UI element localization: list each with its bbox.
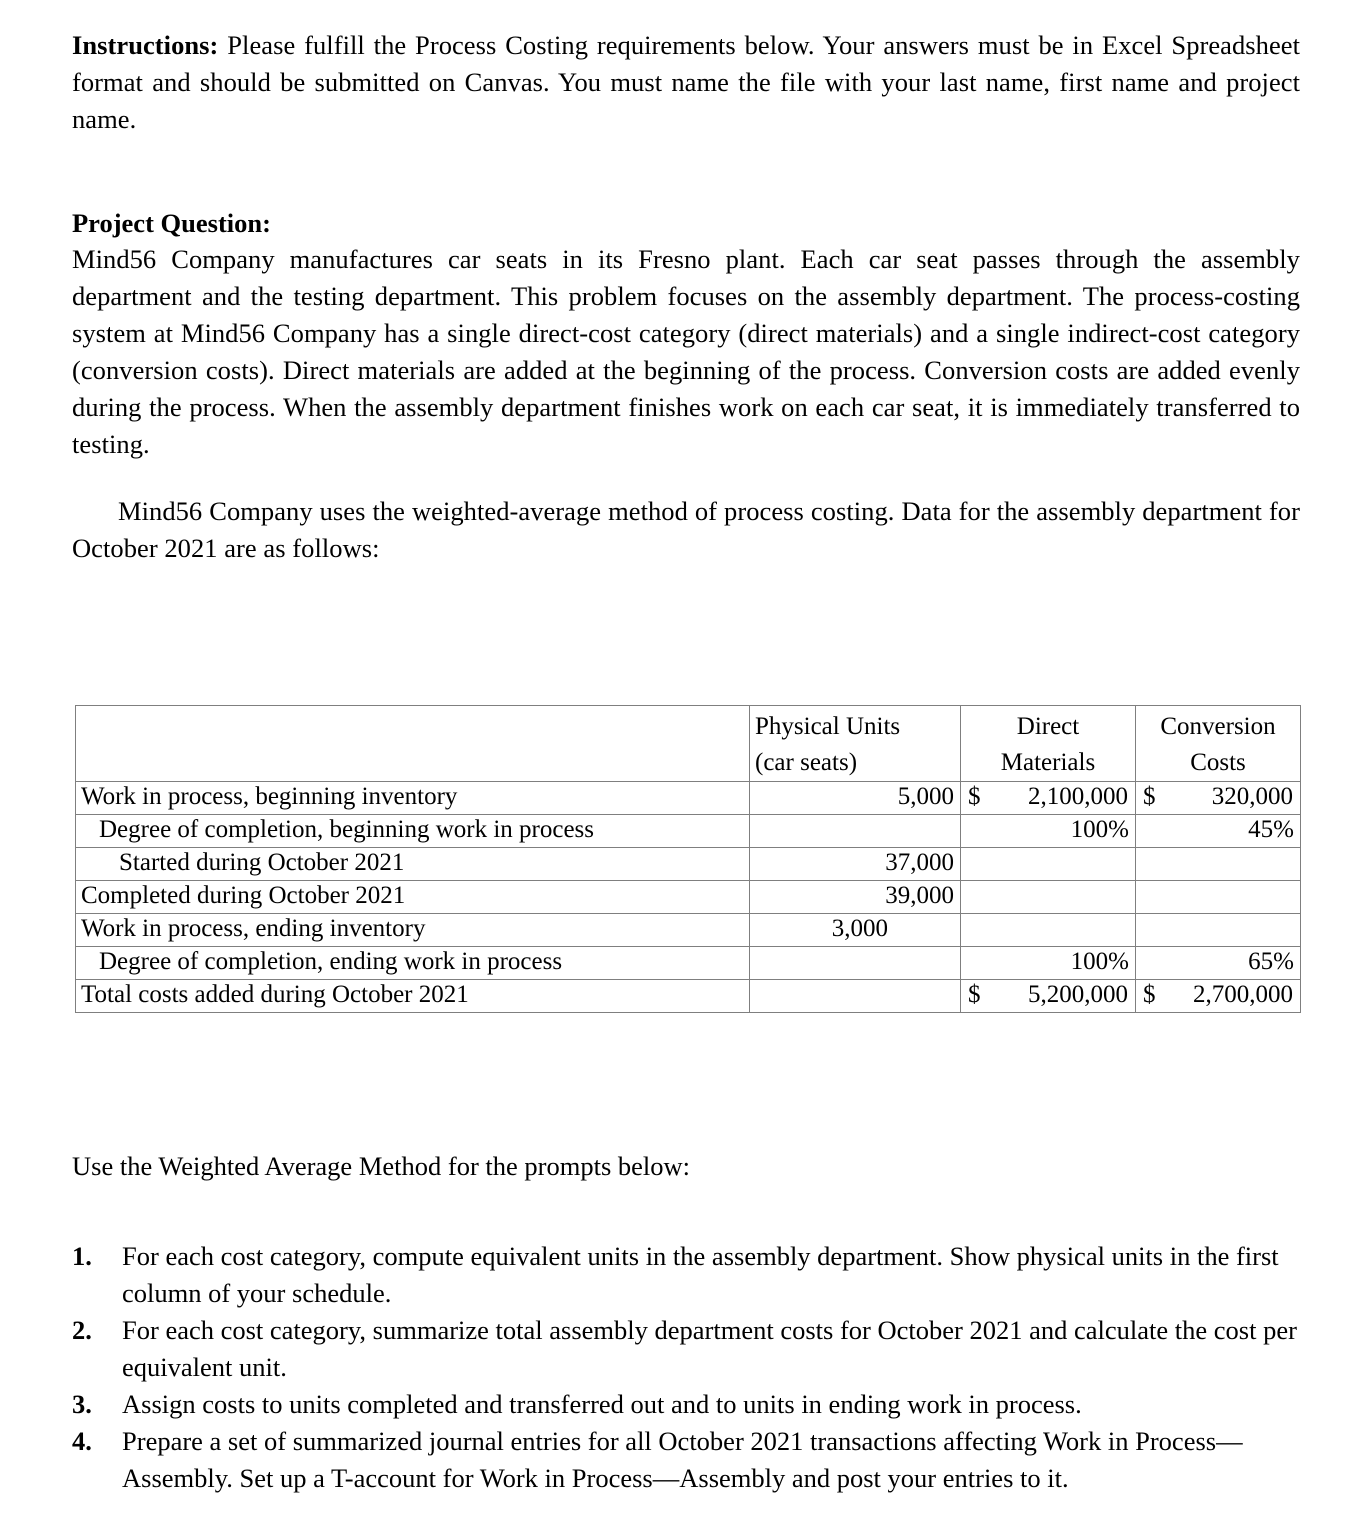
row-conversion-costs [1135,847,1301,881]
row-label: Degree of completion, ending work in pro… [75,946,750,980]
row-label: Total costs added during October 2021 [75,979,750,1013]
list-item-text: Assign costs to units completed and tran… [122,1389,1082,1419]
amount-value: 2,100,000 [1028,783,1128,810]
row-direct-materials [960,880,1136,914]
list-item-text: Prepare a set of summarized journal entr… [122,1426,1243,1493]
currency-symbol: $ [1143,783,1156,810]
row-conversion-costs: 45% [1135,814,1301,848]
header-conversion-costs-line2: Costs [1190,749,1246,776]
table-row: Total costs added during October 2021 $5,… [75,979,1301,1013]
header-physical-units-line2: (car seats) [755,749,858,776]
header-direct-materials-line1: Direct [1016,713,1080,740]
amount-value: 2,700,000 [1193,981,1293,1008]
list-item-text: For each cost category, compute equivale… [122,1241,1279,1308]
header-label-column [75,705,750,782]
row-physical-units [749,946,961,980]
row-physical-units [749,814,961,848]
currency-symbol: $ [968,783,981,810]
currency-symbol: $ [1143,981,1156,1008]
row-direct-materials [960,913,1136,947]
row-conversion-costs: $2,700,000 [1135,979,1301,1013]
instructions-label: Instructions: [72,30,219,60]
table-body: Work in process, beginning inventory 5,00… [75,781,1301,1013]
row-direct-materials: $5,200,000 [960,979,1136,1013]
table-row: Completed during October 2021 39,000 [75,880,1301,914]
header-conversion-costs: Conversion Costs [1135,705,1301,782]
row-direct-materials: 100% [960,946,1136,980]
table-row: Started during October 2021 37,000 [75,847,1301,881]
list-item: 3. Assign costs to units completed and tr… [72,1386,1300,1423]
amount-value: 5,200,000 [1028,981,1128,1008]
header-physical-units: Physical Units (car seats) [749,705,961,782]
instructions-paragraph: Instructions: Please fulfill the Process… [72,27,1300,138]
currency-symbol: $ [968,981,981,1008]
table-row: Work in process, ending inventory 3,000 [75,913,1301,947]
row-physical-units: 39,000 [749,880,961,914]
row-physical-units: 5,000 [749,781,961,815]
list-marker: 3. [72,1389,92,1419]
amount-value: 320,000 [1211,783,1293,810]
row-label: Completed during October 2021 [75,880,750,914]
row-direct-materials: $2,100,000 [960,781,1136,815]
table-row: Work in process, beginning inventory 5,00… [75,781,1301,815]
prompt-list: 1. For each cost category, compute equiva… [72,1238,1300,1497]
process-costing-data-table: Physical Units (car seats) Direct Materi… [75,705,1301,1013]
header-conversion-costs-line1: Conversion [1160,713,1276,740]
row-conversion-costs: $320,000 [1135,781,1301,815]
header-physical-units-line1: Physical Units [755,713,901,740]
header-direct-materials-line2: Materials [1000,749,1096,776]
row-label: Work in process, beginning inventory [75,781,750,815]
list-item: 2. For each cost category, summarize tota… [72,1312,1300,1386]
row-direct-materials [960,847,1136,881]
project-question-paragraph-1: Mind56 Company manufactures car seats in… [72,244,1300,459]
row-conversion-costs: 65% [1135,946,1301,980]
table-row: Degree of completion, ending work in pro… [75,946,1301,980]
row-label: Degree of completion, beginning work in … [75,814,750,848]
list-item-text: For each cost category, summarize total … [122,1315,1297,1382]
instructions-text: Please fulfill the Process Costing requi… [72,30,1300,134]
row-label: Work in process, ending inventory [75,913,750,947]
table-row: Degree of completion, beginning work in … [75,814,1301,848]
row-conversion-costs [1135,880,1301,914]
closing-instruction-line: Use the Weighted Average Method for the … [72,1151,691,1181]
project-question-heading: Project Question: [72,208,271,238]
row-label: Started during October 2021 [75,847,750,881]
row-physical-units [749,979,961,1013]
list-marker: 4. [72,1426,92,1456]
row-physical-units: 3,000 [749,913,961,947]
table-header-row: Physical Units (car seats) Direct Materi… [75,705,1301,782]
project-question-paragraph-2: Mind56 Company uses the weighted-average… [72,496,1300,563]
list-item: 1. For each cost category, compute equiva… [72,1238,1300,1312]
header-direct-materials: Direct Materials [960,705,1136,782]
list-marker: 2. [72,1315,92,1345]
list-marker: 1. [72,1241,92,1271]
row-physical-units: 37,000 [749,847,961,881]
list-item: 4. Prepare a set of summarized journal en… [72,1423,1300,1497]
row-conversion-costs [1135,913,1301,947]
row-direct-materials: 100% [960,814,1136,848]
